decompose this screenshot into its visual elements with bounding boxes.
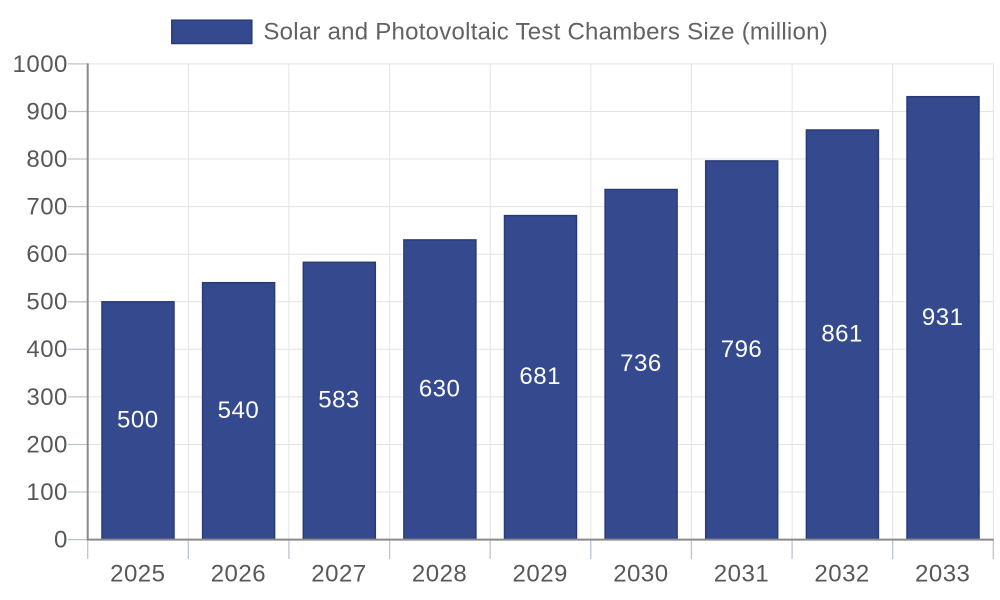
svg-text:0: 0 xyxy=(54,527,68,554)
svg-text:500: 500 xyxy=(26,289,68,316)
svg-text:700: 700 xyxy=(26,194,68,221)
svg-text:2026: 2026 xyxy=(211,561,266,588)
svg-text:796: 796 xyxy=(721,336,763,363)
svg-text:300: 300 xyxy=(26,384,68,411)
svg-text:200: 200 xyxy=(26,431,68,458)
svg-text:2028: 2028 xyxy=(412,561,467,588)
svg-text:681: 681 xyxy=(519,363,561,390)
svg-text:900: 900 xyxy=(26,98,68,125)
svg-text:583: 583 xyxy=(318,387,360,414)
svg-text:630: 630 xyxy=(419,375,461,402)
svg-text:Solar and Photovoltaic Test Ch: Solar and Photovoltaic Test Chambers Siz… xyxy=(263,18,828,45)
svg-text:2032: 2032 xyxy=(814,561,869,588)
svg-text:2031: 2031 xyxy=(714,561,769,588)
svg-text:800: 800 xyxy=(26,146,68,173)
svg-text:2027: 2027 xyxy=(311,561,366,588)
svg-text:861: 861 xyxy=(821,320,863,347)
svg-text:540: 540 xyxy=(218,397,260,424)
svg-text:736: 736 xyxy=(620,350,662,377)
svg-text:600: 600 xyxy=(26,241,68,268)
svg-text:2033: 2033 xyxy=(915,561,970,588)
svg-text:2025: 2025 xyxy=(110,561,165,588)
svg-text:2030: 2030 xyxy=(613,561,668,588)
svg-text:1000: 1000 xyxy=(13,51,68,78)
svg-text:400: 400 xyxy=(26,336,68,363)
svg-text:100: 100 xyxy=(26,479,68,506)
svg-text:500: 500 xyxy=(117,406,159,433)
svg-text:2029: 2029 xyxy=(513,561,568,588)
svg-text:931: 931 xyxy=(922,304,964,331)
